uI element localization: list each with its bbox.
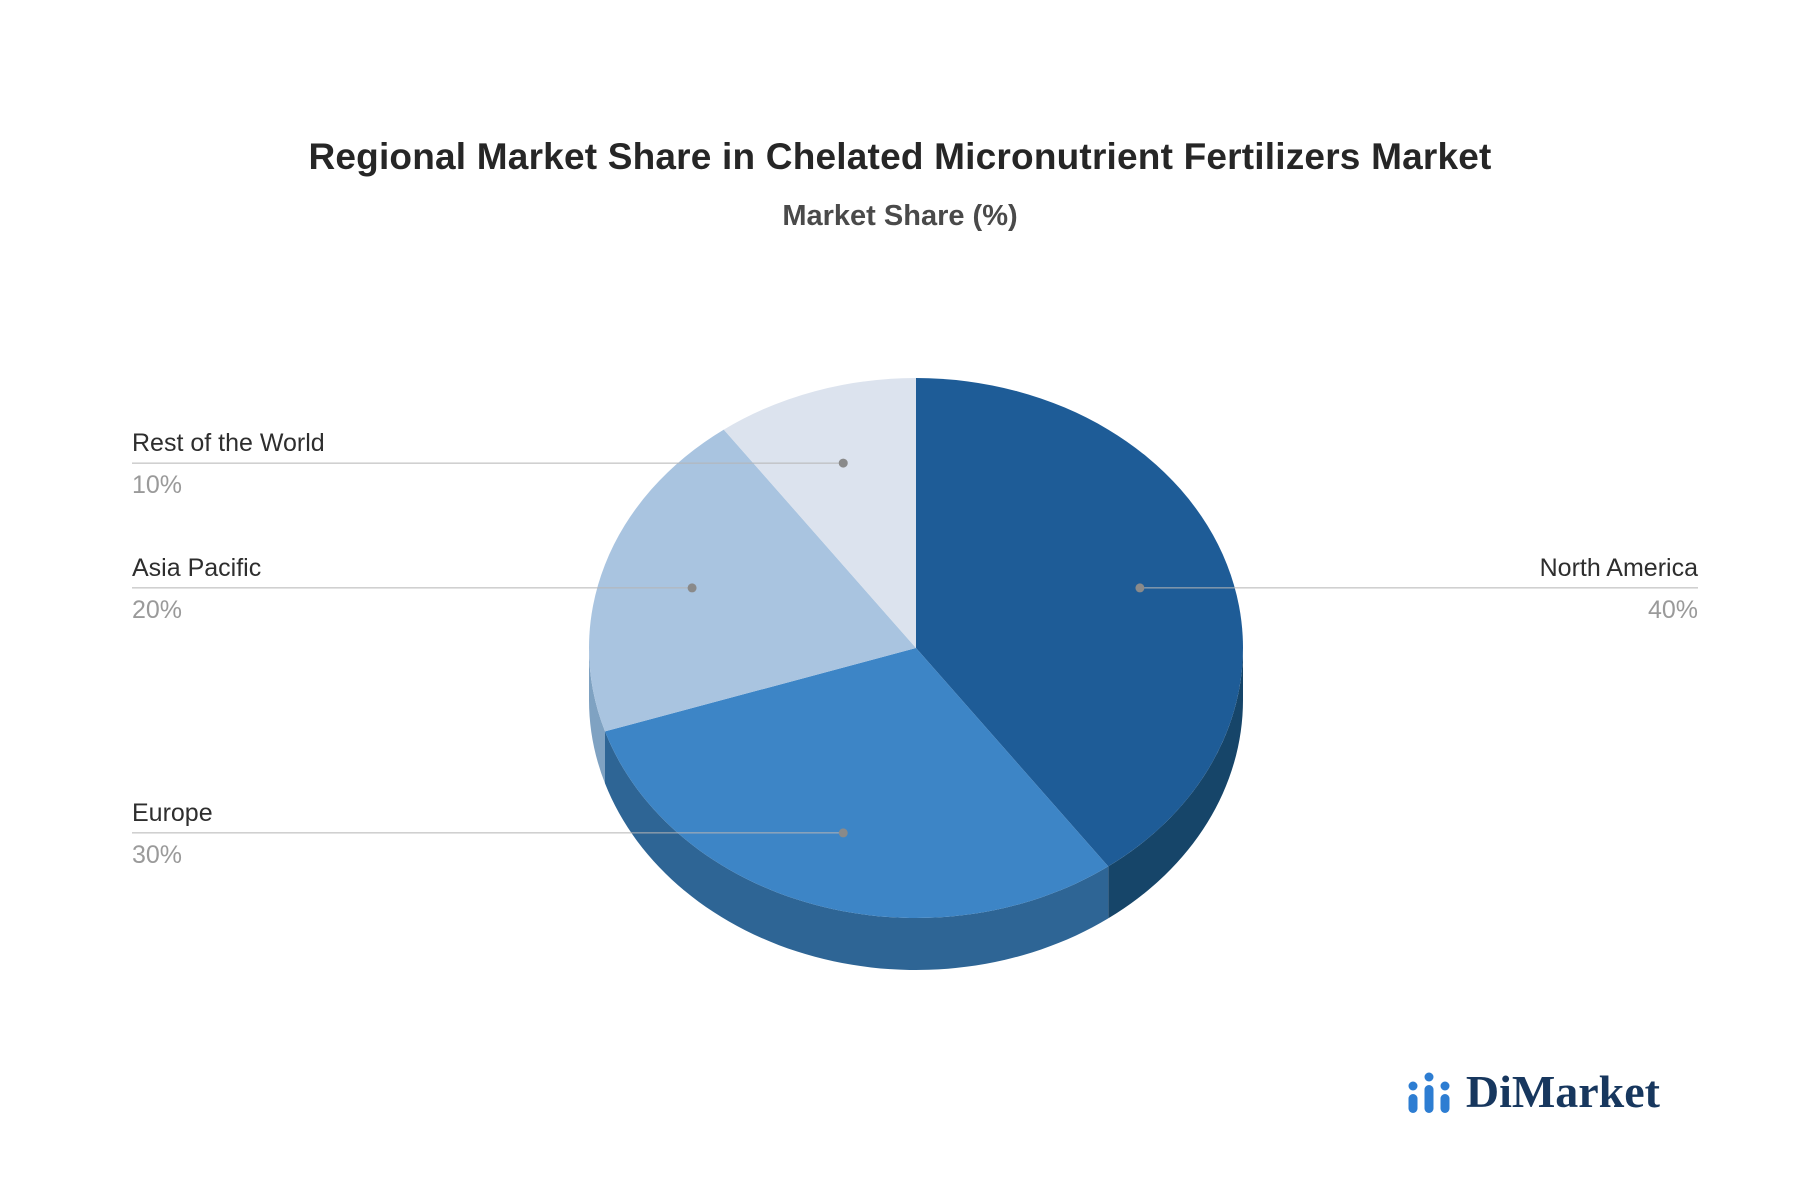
pie-slice-side <box>605 731 1109 970</box>
slice-label-value: 20% <box>132 595 183 624</box>
pie-slice-side <box>1108 648 1243 919</box>
slice-label-value: 10% <box>132 471 183 500</box>
chart-subtitle: Market Share (%) <box>782 200 1018 232</box>
slice-label-name: North America <box>1539 553 1698 582</box>
leader-dot <box>1135 583 1145 593</box>
slice-label-name: Asia Pacific <box>132 553 262 582</box>
slice-label-value: 40% <box>1647 595 1698 624</box>
slice-label-asia-pacific: Asia Pacific 20% <box>132 552 261 626</box>
chart-title: Regional Market Share in Chelated Micron… <box>308 136 1492 177</box>
slice-label-rest-of-the-world: Rest of the World 10% <box>132 427 325 501</box>
dimarket-logo: DiMarket <box>1404 1064 1660 1120</box>
slice-label-name: Rest of the World <box>132 429 325 458</box>
slice-label-north-america: North America 40% <box>1540 552 1698 626</box>
slice-label-name: Europe <box>132 798 213 827</box>
pie-slice-north-america <box>916 378 1243 867</box>
slice-label-europe: Europe 30% <box>132 797 213 871</box>
pie-slice-side <box>589 648 606 784</box>
leader-dot <box>838 828 848 838</box>
bar-chart-dots-icon <box>1408 1072 1450 1113</box>
leader-dot <box>687 583 697 593</box>
leader-dot <box>838 458 848 468</box>
logo-text: DiMarket <box>1465 1066 1660 1117</box>
slice-label-value: 30% <box>132 840 183 869</box>
pie-slice-rest-of-the-world <box>723 378 916 648</box>
pie-slice-europe <box>605 648 1109 918</box>
pie-slice-asia-pacific <box>589 429 916 732</box>
